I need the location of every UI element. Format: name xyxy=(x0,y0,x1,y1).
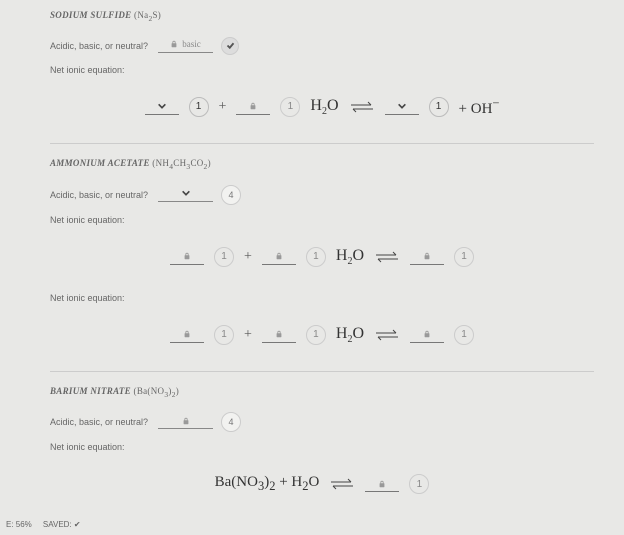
lock-icon xyxy=(170,40,178,48)
chevron-down-icon xyxy=(181,188,191,198)
question-row: Acidic, basic, or neutral? basic xyxy=(50,37,594,55)
chevron-down-icon xyxy=(157,101,167,111)
coefficient-input[interactable]: 1 xyxy=(454,325,474,345)
h2o-text: H2O xyxy=(310,97,338,117)
species-locked xyxy=(170,249,204,265)
h2o-text: H2O xyxy=(336,247,364,267)
species-locked xyxy=(262,249,296,265)
equilibrium-icon xyxy=(329,477,355,491)
coefficient-input[interactable]: 1 xyxy=(454,247,474,267)
coefficient-input[interactable]: 1 xyxy=(214,247,234,267)
equation-row: Ba(NO3)2 + H2O 1 xyxy=(50,470,594,498)
species-locked xyxy=(170,327,204,343)
saved-check-icon: ✔ xyxy=(74,520,81,529)
species-locked xyxy=(262,327,296,343)
species-locked xyxy=(410,249,444,265)
chevron-down-icon xyxy=(397,101,407,111)
coefficient-input[interactable]: 1 xyxy=(214,325,234,345)
section-ammonium: AMMONIUM ACETATE (NH4CH3CO2) Acidic, basi… xyxy=(50,158,594,349)
plus-sign: + xyxy=(244,249,252,265)
question-label: Acidic, basic, or neutral? xyxy=(50,417,148,427)
coefficient-input[interactable]: 1 xyxy=(306,325,326,345)
coefficient-input[interactable]: 1 xyxy=(280,97,300,117)
lock-icon xyxy=(275,252,283,260)
question-label: Acidic, basic, or neutral? xyxy=(50,190,148,200)
section-title: AMMONIUM ACETATE (NH4CH3CO2) xyxy=(50,158,594,171)
species-locked xyxy=(410,327,444,343)
equilibrium-icon xyxy=(349,100,375,114)
attempt-badge: 4 xyxy=(221,412,241,432)
species-dropdown[interactable] xyxy=(145,99,179,115)
section-title: BARIUM NITRATE (Ba(NO3)2) xyxy=(50,386,594,399)
section-divider xyxy=(50,143,594,144)
lock-icon xyxy=(183,252,191,260)
status-check xyxy=(221,37,239,55)
net-ionic-label: Net ionic equation: xyxy=(50,215,594,225)
coefficient-input[interactable]: 1 xyxy=(306,247,326,267)
lock-icon xyxy=(183,330,191,338)
plus-sign: + xyxy=(244,327,252,343)
answer-locked: basic xyxy=(158,39,213,53)
question-row: Acidic, basic, or neutral? 4 xyxy=(50,412,594,432)
equation-row: 1 +1 H2O 1 xyxy=(50,321,594,349)
answer-locked xyxy=(158,415,213,429)
lock-icon xyxy=(378,480,386,488)
plus-sign: + xyxy=(219,99,227,115)
equation-text: + OH− xyxy=(459,96,500,118)
equation-text: Ba(NO3)2 + H2O xyxy=(215,474,320,494)
h2o-text: H2O xyxy=(336,325,364,345)
section-barium: BARIUM NITRATE (Ba(NO3)2) Acidic, basic, … xyxy=(50,386,594,499)
equation-row: 1 +1 H2O 1 xyxy=(50,243,594,271)
question-label: Acidic, basic, or neutral? xyxy=(50,41,148,51)
net-ionic-label: Net ionic equation: xyxy=(50,65,594,75)
equilibrium-icon xyxy=(374,250,400,264)
species-dropdown[interactable] xyxy=(385,99,419,115)
footer-left: E: 56% xyxy=(6,520,32,529)
coefficient-input[interactable]: 1 xyxy=(189,97,209,117)
species-locked xyxy=(365,476,399,492)
equilibrium-icon xyxy=(374,328,400,342)
section-divider xyxy=(50,371,594,372)
coefficient-input[interactable]: 1 xyxy=(429,97,449,117)
answer-dropdown[interactable] xyxy=(158,188,213,202)
section-title: SODIUM SULFIDE (Na2S) xyxy=(50,10,594,23)
net-ionic-label: Net ionic equation: xyxy=(50,442,594,452)
section-sodium: SODIUM SULFIDE (Na2S) Acidic, basic, or n… xyxy=(50,10,594,121)
answer-value: basic xyxy=(182,39,201,49)
lock-icon xyxy=(182,417,190,425)
lock-icon xyxy=(275,330,283,338)
question-row: Acidic, basic, or neutral? 4 xyxy=(50,185,594,205)
lock-icon xyxy=(423,330,431,338)
lock-icon xyxy=(423,252,431,260)
attempt-badge: 4 xyxy=(221,185,241,205)
equation-row: 1 +1 H2O 1 + OH− xyxy=(50,93,594,121)
net-ionic-label: Net ionic equation: xyxy=(50,293,594,303)
species-locked xyxy=(236,99,270,115)
footer-saved: SAVED: xyxy=(43,520,72,529)
coefficient-input[interactable]: 1 xyxy=(409,474,429,494)
lock-icon xyxy=(249,102,257,110)
